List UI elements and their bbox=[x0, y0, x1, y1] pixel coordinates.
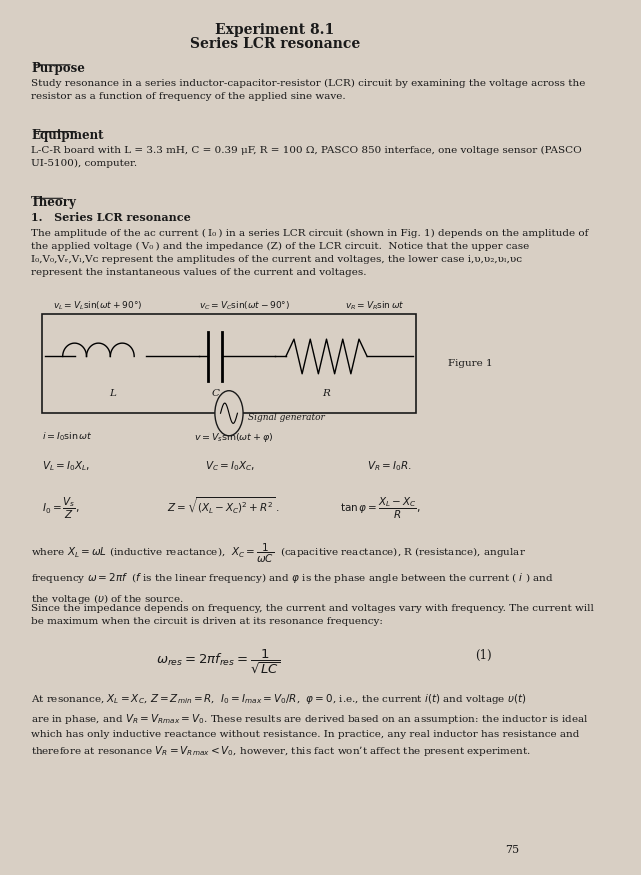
Text: where $X_L = \omega L$ (inductive reactance),  $X_C = \dfrac{1}{\omega C}$  (cap: where $X_L = \omega L$ (inductive reacta… bbox=[31, 542, 554, 606]
Circle shape bbox=[215, 391, 243, 436]
Text: $\tan\varphi = \dfrac{X_L - X_C}{R},$: $\tan\varphi = \dfrac{X_L - X_C}{R},$ bbox=[340, 495, 420, 521]
Text: Series LCR resonance: Series LCR resonance bbox=[190, 37, 360, 51]
Text: 75: 75 bbox=[504, 845, 519, 855]
Text: $v_L = V_L \sin(\omega t + 90°)$: $v_L = V_L \sin(\omega t + 90°)$ bbox=[53, 300, 142, 312]
Text: $\omega_{res} = 2\pi f_{res} = \dfrac{1}{\sqrt{LC}}$: $\omega_{res} = 2\pi f_{res} = \dfrac{1}… bbox=[156, 648, 280, 676]
Bar bbox=[42, 313, 416, 413]
Text: $i = I_0 \sin\omega t$: $i = I_0 \sin\omega t$ bbox=[42, 430, 93, 443]
Text: Since the impedance depends on frequency, the current and voltages vary with fre: Since the impedance depends on frequency… bbox=[31, 604, 594, 626]
Text: L: L bbox=[109, 388, 116, 397]
Text: (1): (1) bbox=[476, 649, 492, 662]
Text: $V_R = I_0 R.$: $V_R = I_0 R.$ bbox=[367, 459, 412, 473]
Text: Signal generator: Signal generator bbox=[249, 413, 325, 422]
Text: At resonance, $X_L = X_C$, $Z = Z_{min} = R$,  $I_0 = I_{max} = V_0 / R$,  $\var: At resonance, $X_L = X_C$, $Z = Z_{min} … bbox=[31, 692, 589, 758]
Text: $V_C = I_0 X_C,$: $V_C = I_0 X_C,$ bbox=[204, 459, 254, 473]
Text: Figure 1: Figure 1 bbox=[449, 359, 493, 368]
Text: Purpose: Purpose bbox=[31, 62, 85, 75]
Text: C: C bbox=[212, 388, 219, 397]
Text: $v = V_s \sin(\omega t + \varphi)$: $v = V_s \sin(\omega t + \varphi)$ bbox=[194, 430, 273, 444]
Text: Equipment: Equipment bbox=[31, 129, 104, 142]
Text: $I_0 = \dfrac{V_s}{Z},$: $I_0 = \dfrac{V_s}{Z},$ bbox=[42, 495, 79, 521]
Text: $V_L = I_0 X_L,$: $V_L = I_0 X_L,$ bbox=[42, 459, 90, 473]
Text: Experiment 8.1: Experiment 8.1 bbox=[215, 24, 335, 38]
Text: L-C-R board with L = 3.3 mH, C = 0.39 μF, R = 100 Ω, PASCO 850 interface, one vo: L-C-R board with L = 3.3 mH, C = 0.39 μF… bbox=[31, 145, 582, 168]
Text: Theory: Theory bbox=[31, 196, 77, 209]
Text: The amplitude of the ac current ( I₀ ) in a series LCR circuit (shown in Fig. 1): The amplitude of the ac current ( I₀ ) i… bbox=[31, 228, 588, 276]
Text: Study resonance in a series inductor-capacitor-resistor (LCR) circuit by examini: Study resonance in a series inductor-cap… bbox=[31, 79, 586, 101]
Text: $v_R = V_R \sin\omega t$: $v_R = V_R \sin\omega t$ bbox=[345, 300, 405, 312]
Text: $Z = \sqrt{(X_L - X_C)^2 + R^2}\,.$: $Z = \sqrt{(X_L - X_C)^2 + R^2}\,.$ bbox=[167, 495, 279, 515]
Text: 1.   Series LCR resonance: 1. Series LCR resonance bbox=[31, 212, 191, 223]
Text: R: R bbox=[322, 388, 330, 397]
Text: $v_C = V_C \sin(\omega t - 90°)$: $v_C = V_C \sin(\omega t - 90°)$ bbox=[199, 300, 290, 312]
